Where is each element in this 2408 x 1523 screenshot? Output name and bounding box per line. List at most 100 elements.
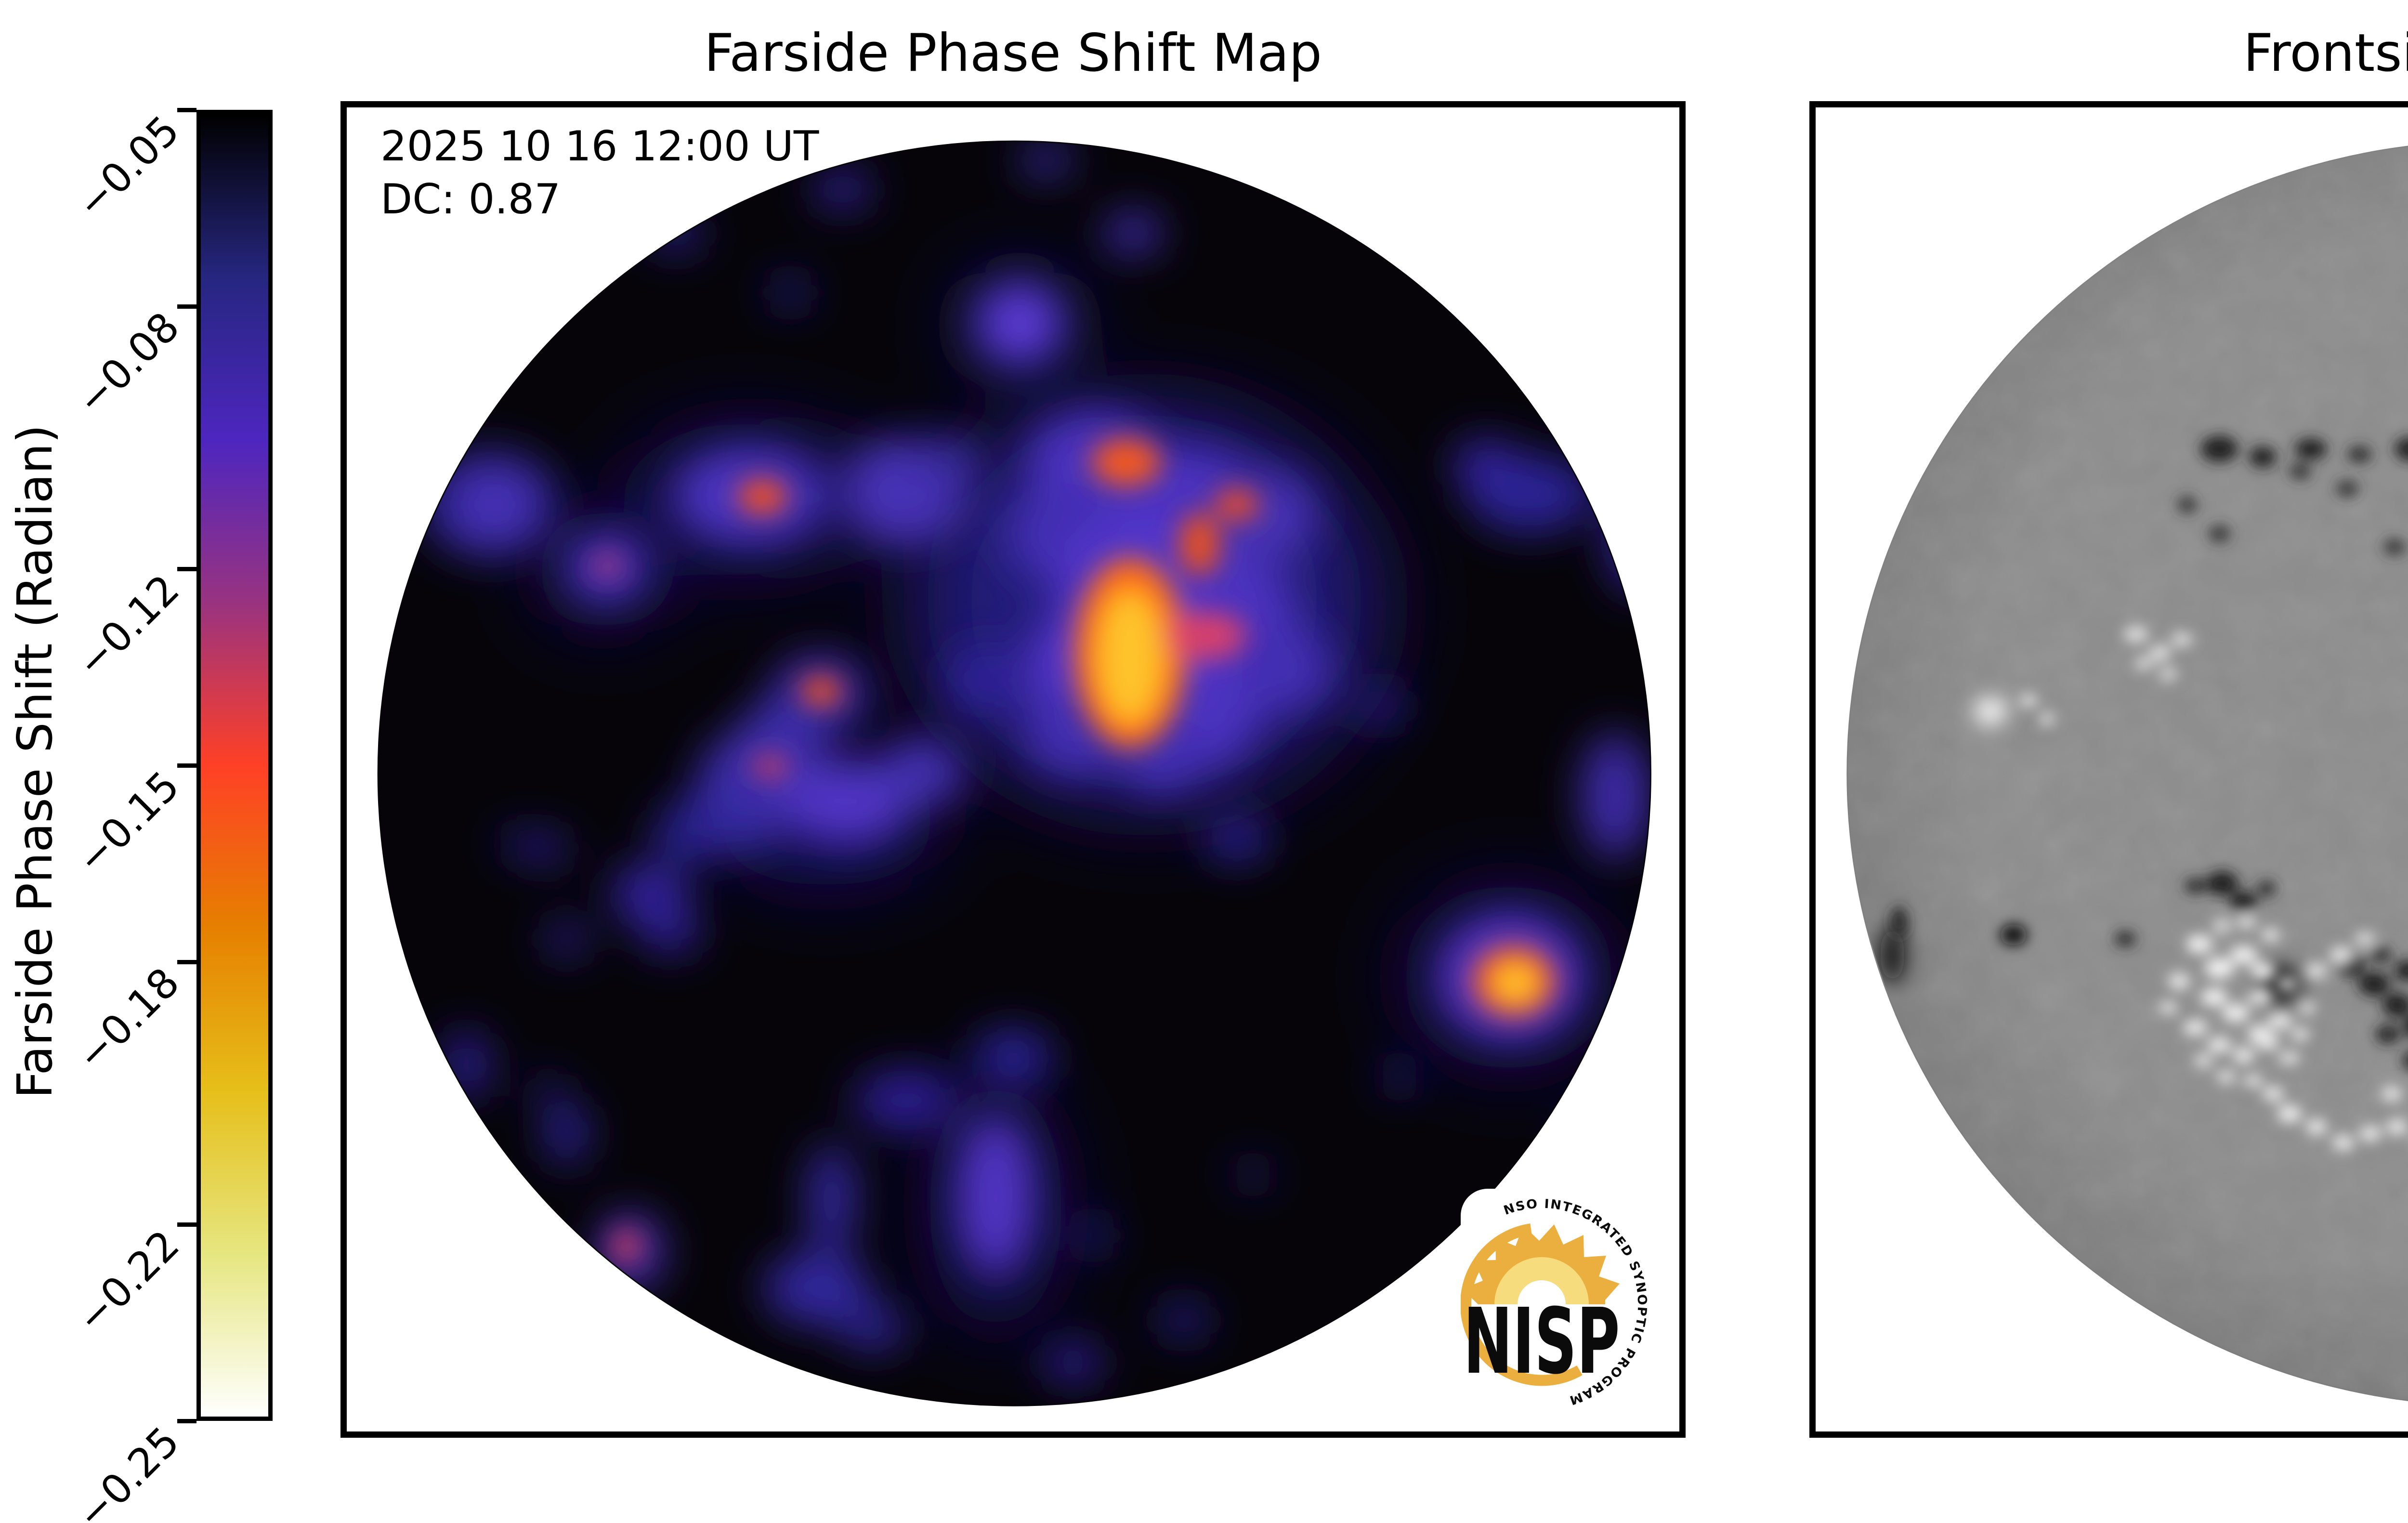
disk-feature-blob <box>2355 932 2374 946</box>
disk-feature-blob <box>612 1229 641 1263</box>
farside-activity-blobs <box>421 143 1650 1384</box>
frontside-panel: NSO INTEGRATED SYNOPTIC PROGRAM NISP <box>1809 101 2408 1438</box>
disk-feature-blob <box>2206 871 2238 895</box>
disk-feature-blob <box>977 283 1062 363</box>
disk-feature-blob <box>764 1251 871 1326</box>
disk-feature-blob <box>2194 1054 2213 1068</box>
farside-panel: 2025 10 16 12:00 UT DC: 0.87 NSO INTEGRA… <box>340 101 1686 1438</box>
colorbar-tick-label: −0.18 <box>67 958 188 1080</box>
disk-feature-blob <box>638 907 703 955</box>
farside-title: Farside Phase Shift Map <box>704 23 1322 83</box>
disk-feature-blob <box>1204 814 1269 862</box>
disk-feature-blob <box>1353 686 1406 726</box>
disk-feature-blob <box>2386 1119 2408 1135</box>
disk-feature-blob <box>2347 446 2372 462</box>
colorbar-gradient <box>196 110 273 1421</box>
disk-feature-blob <box>2277 977 2296 991</box>
disk-feature-blob <box>813 171 872 208</box>
colorbar-tick-label: −0.12 <box>67 565 188 687</box>
disk-feature-blob <box>2359 1125 2381 1142</box>
disk-feature-blob <box>2183 1020 2208 1036</box>
disk-feature-blob <box>801 677 841 706</box>
colorbar-tick-mark <box>177 1222 196 1227</box>
disk-feature-blob <box>2332 1135 2354 1151</box>
disk-feature-blob <box>2289 463 2311 480</box>
disk-feature-blob <box>1179 512 1220 577</box>
disk-feature-blob <box>1041 1341 1105 1384</box>
disk-feature-blob <box>1216 488 1258 521</box>
disk-feature-blob <box>1226 624 1333 714</box>
colorbar-tick-mark <box>177 763 196 768</box>
disk-feature-blob <box>2000 924 2027 946</box>
disk-feature-blob <box>2186 935 2213 954</box>
disk-feature-blob <box>2184 878 2206 894</box>
disk-feature-blob <box>2358 972 2391 996</box>
disk-feature-blob <box>2295 438 2328 460</box>
disk-feature-blob <box>2168 973 2190 989</box>
disk-feature-blob <box>2214 919 2230 932</box>
disk-feature-blob <box>808 1142 856 1254</box>
colorbar-tick-label: −0.25 <box>67 1418 188 1523</box>
disk-feature-blob <box>1566 1112 1620 1155</box>
disk-feature-blob <box>2207 1037 2232 1053</box>
map-annotation: 2025 10 16 12:00 UT DC: 0.87 <box>380 120 819 226</box>
logo-sun-arch <box>1518 1280 1566 1304</box>
disk-feature-blob <box>1098 591 1163 723</box>
disk-feature-blob <box>2222 1004 2249 1023</box>
disk-feature-blob <box>2381 1086 2403 1102</box>
disk-feature-blob <box>2290 1027 2310 1041</box>
disk-feature-blob <box>2237 915 2256 929</box>
magnetogram-active-regions <box>1880 435 2408 1151</box>
disk-feature-blob <box>2248 989 2272 1005</box>
disk-feature-blob <box>2382 993 2408 1017</box>
disk-feature-blob <box>2305 1119 2328 1135</box>
colorbar-tick-mark <box>177 1419 196 1423</box>
disk-feature-blob <box>525 833 568 865</box>
colorbar-tick-label: −0.22 <box>67 1221 188 1342</box>
disk-feature-blob <box>2261 928 2280 942</box>
disk-feature-blob <box>769 276 812 309</box>
disk-feature-blob <box>2248 1025 2272 1044</box>
colorbar-tick-mark <box>177 108 196 112</box>
disk-feature-blob <box>2204 957 2235 979</box>
disk-feature-blob <box>2019 694 2038 708</box>
disk-feature-blob <box>1381 1062 1418 1091</box>
disk-feature-blob <box>738 479 787 514</box>
disk-feature-blob <box>2262 1086 2284 1102</box>
disk-feature-blob <box>2268 1013 2292 1029</box>
colorbar-tick-mark <box>177 566 196 571</box>
disk-feature-blob <box>2329 946 2352 963</box>
map-date-label: 2025 10 16 12:00 UT <box>380 122 819 171</box>
disk-feature-blob <box>2370 946 2392 963</box>
map-dc-label: DC: 0.87 <box>380 175 561 224</box>
disk-feature-blob <box>838 1304 908 1352</box>
disk-feature-blob <box>2200 435 2238 462</box>
disk-feature-blob <box>1091 438 1161 486</box>
disk-feature-blob <box>2114 931 2136 947</box>
disk-feature-blob <box>2039 712 2055 726</box>
disk-feature-blob <box>2243 1074 2263 1088</box>
disk-feature-blob <box>853 1068 960 1132</box>
disk-feature-blob <box>914 435 984 489</box>
disk-feature-blob <box>2383 539 2406 555</box>
colorbar-axis-label: Farside Phase Shift (Radian) <box>7 424 63 1099</box>
disk-feature-blob <box>1607 482 1650 593</box>
disk-feature-blob <box>2394 437 2408 461</box>
disk-feature-blob <box>782 762 911 842</box>
disk-feature-blob <box>753 755 788 779</box>
disk-feature-blob <box>2249 446 2276 468</box>
disk-feature-blob <box>1072 1220 1114 1252</box>
disk-feature-blob <box>879 737 965 807</box>
frontside-disk-image <box>1846 145 2408 1401</box>
disk-feature-blob <box>1581 732 1650 860</box>
disk-feature-blob <box>2209 525 2230 542</box>
colorbar-tick-label: −0.08 <box>67 303 188 424</box>
disk-feature-blob <box>2171 633 2193 646</box>
colorbar: −0.05 −0.08 −0.12 −0.15 −0.18 −0.22 −0.25 <box>67 106 273 1523</box>
disk-feature-blob <box>2230 891 2257 913</box>
disk-feature-blob <box>2230 945 2257 964</box>
colorbar-tick-label: −0.15 <box>67 762 188 883</box>
magnetogram-noise-texture <box>1848 147 2408 1400</box>
colorbar-ticks: −0.05 −0.08 −0.12 −0.15 −0.18 −0.22 −0.25 <box>67 106 273 1523</box>
